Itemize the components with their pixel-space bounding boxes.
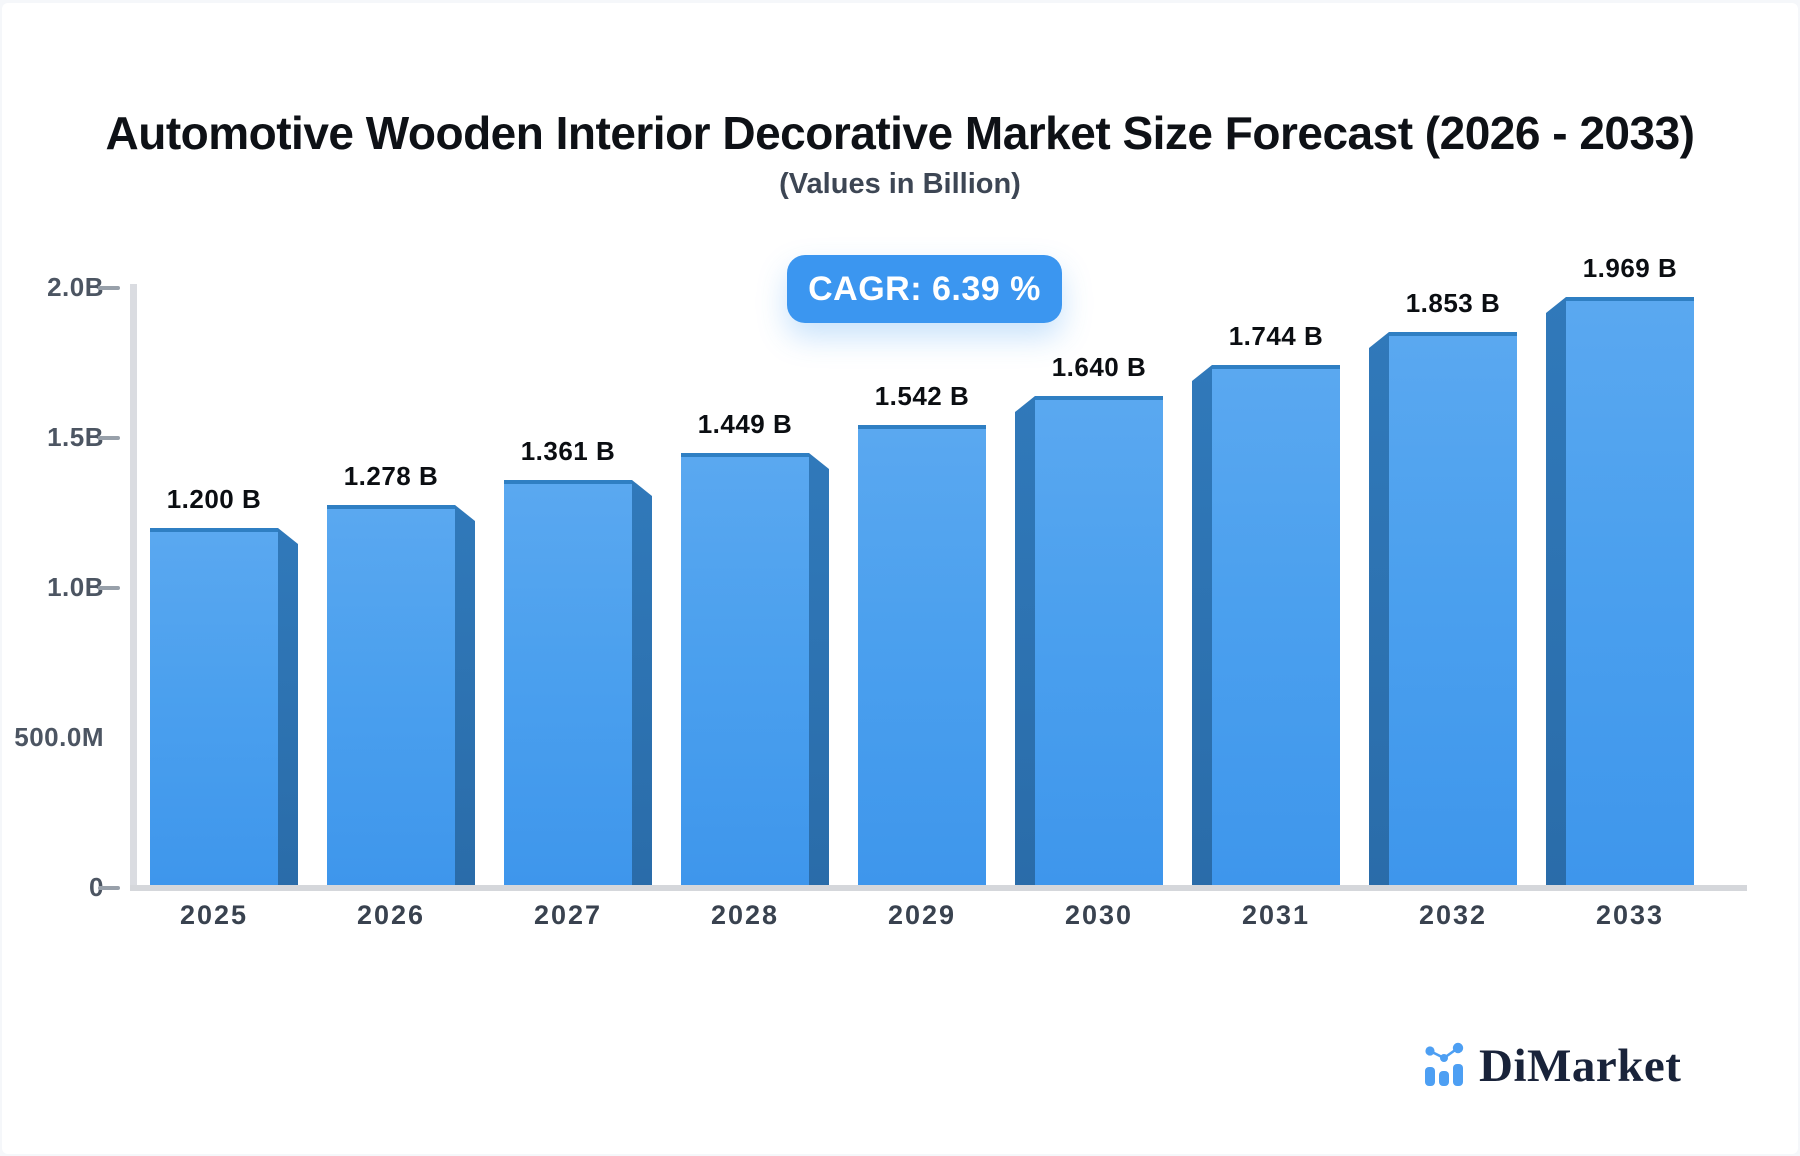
bar-value-label-2032: 1.853 B: [1405, 288, 1501, 318]
cagr-badge: CAGR: 6.39 %: [787, 255, 1062, 323]
x-axis-label-2025: 2025: [179, 900, 249, 930]
dimarket-logo-icon: [1425, 1042, 1464, 1086]
brand-name: DiMarket: [1479, 1040, 1682, 1092]
x-axis-label-2031: 2031: [1241, 900, 1311, 930]
y-tick-mark: [98, 586, 120, 590]
chart-subtitle: (Values in Billion): [779, 168, 1021, 200]
y-tick-mark: [98, 436, 120, 440]
x-axis-line: [130, 885, 1747, 891]
bar-value-label-2027: 1.361 B: [520, 436, 616, 466]
bar-2025[interactable]: [150, 528, 278, 888]
bar-2033[interactable]: [1566, 297, 1694, 888]
bar-side-2032: [1369, 332, 1389, 888]
y-tick-label-2.0B: 2.0B: [47, 272, 104, 302]
brand-logo: DiMarket: [1422, 1040, 1681, 1090]
y-tick-label-500.0M: 500.0M: [14, 722, 104, 752]
bar-2030[interactable]: [1035, 396, 1163, 888]
chart-title: Automotive Wooden Interior Decorative Ma…: [105, 107, 1695, 159]
x-axis-label-2027: 2027: [533, 900, 603, 930]
bar-value-label-2030: 1.640 B: [1051, 352, 1147, 382]
bar-value-label-2029: 1.542 B: [874, 381, 970, 411]
bar-side-2025: [278, 528, 298, 888]
bar-value-label-2031: 1.744 B: [1228, 321, 1324, 351]
bar-side-2030: [1015, 396, 1035, 888]
bar-side-2026: [455, 505, 475, 888]
bar-2029[interactable]: [858, 425, 986, 888]
y-axis-line: [130, 284, 137, 891]
bar-2031[interactable]: [1212, 365, 1340, 888]
bar-2032[interactable]: [1389, 332, 1517, 888]
bar-side-2028: [809, 453, 829, 888]
bar-side-2033: [1546, 297, 1566, 888]
x-axis-label-2028: 2028: [710, 900, 780, 930]
bar-side-2027: [632, 480, 652, 888]
bar-2026[interactable]: [327, 505, 455, 888]
x-axis-label-2029: 2029: [887, 900, 957, 930]
bar-side-2031: [1192, 365, 1212, 888]
y-tick-label-1.5B: 1.5B: [47, 422, 104, 452]
y-tick-label-0: 0: [89, 872, 104, 902]
y-tick-label-1.0B: 1.0B: [47, 572, 104, 602]
y-tick-mark: [98, 886, 120, 890]
x-axis-label-2032: 2032: [1418, 900, 1488, 930]
y-tick-mark: [98, 286, 120, 290]
bar-value-label-2026: 1.278 B: [343, 461, 439, 491]
bar-value-label-2025: 1.200 B: [166, 484, 262, 514]
bar-value-label-2028: 1.449 B: [697, 409, 793, 439]
x-axis-label-2030: 2030: [1064, 900, 1134, 930]
x-axis-label-2033: 2033: [1595, 900, 1665, 930]
bar-2028[interactable]: [681, 453, 809, 888]
bar-value-label-2033: 1.969 B: [1582, 253, 1678, 283]
x-axis-label-2026: 2026: [356, 900, 426, 930]
bar-2027[interactable]: [504, 480, 632, 888]
